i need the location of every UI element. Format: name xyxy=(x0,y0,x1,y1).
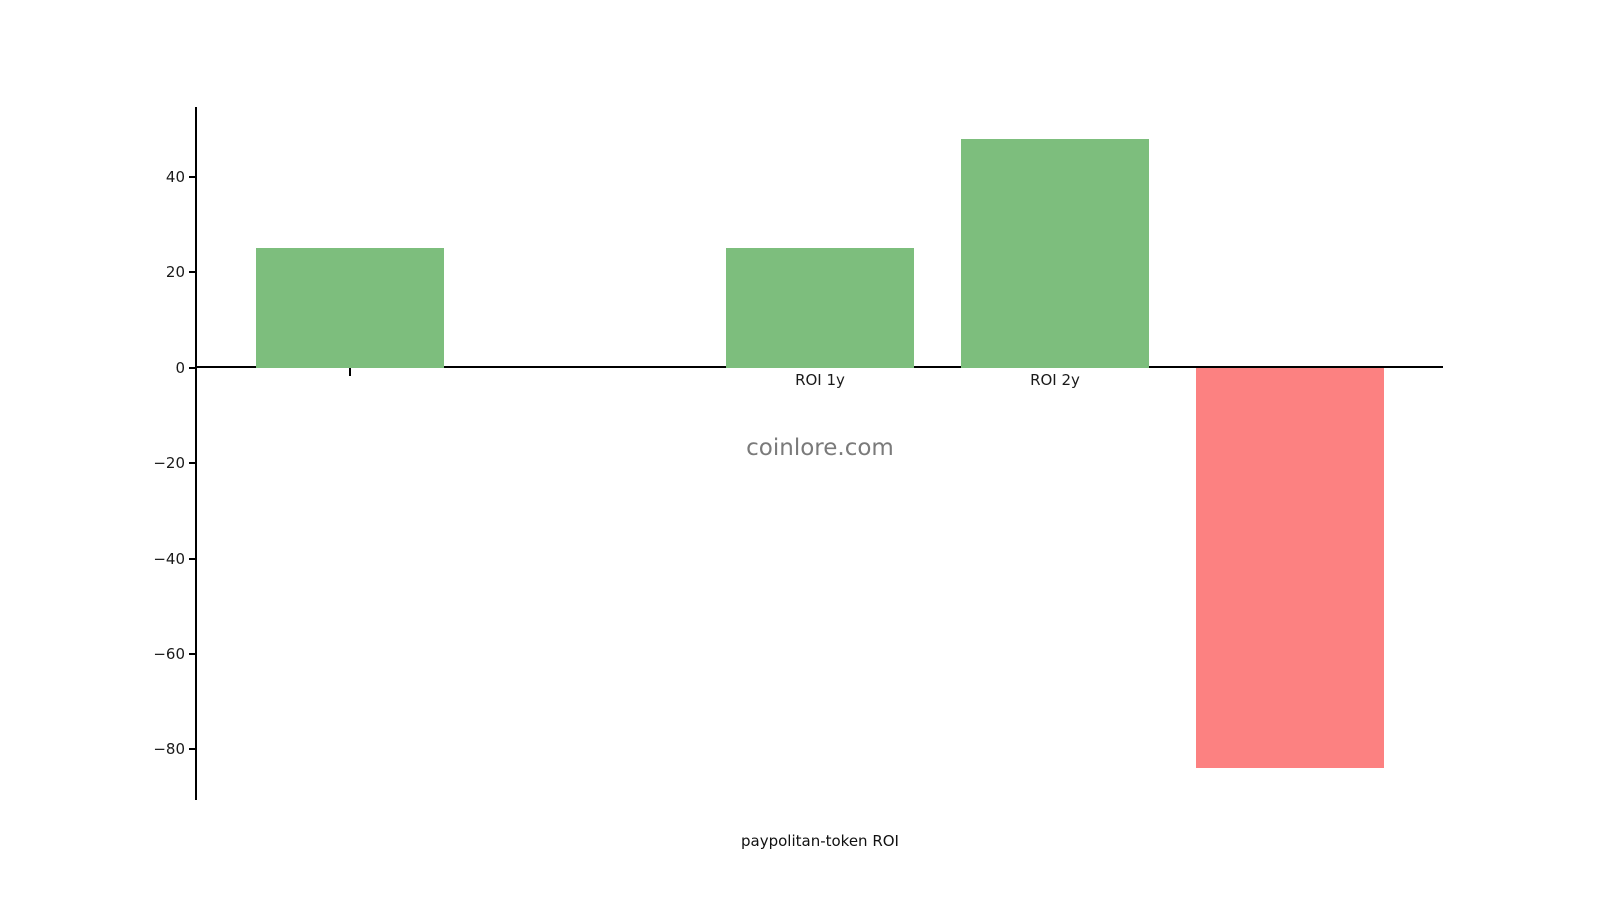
y-axis-line xyxy=(195,107,197,800)
y-tick-mark xyxy=(189,271,196,274)
chart-title: paypolitan-token ROI xyxy=(741,832,899,850)
y-tick-label: −20 xyxy=(153,454,185,472)
y-tick-label: −40 xyxy=(153,549,185,568)
bar-roi-1y xyxy=(726,248,914,368)
y-tick-label: 40 xyxy=(165,167,185,186)
y-tick-label: 20 xyxy=(165,263,185,282)
x-tick-label-roi-2y: ROI 2y xyxy=(1030,370,1080,389)
y-tick-mark xyxy=(189,653,196,655)
x-tick-mark xyxy=(349,367,351,376)
bar-slot-0 xyxy=(256,248,444,368)
y-tick-mark xyxy=(189,366,196,369)
y-tick-label: 0 xyxy=(175,358,185,377)
y-tick-label: −80 xyxy=(153,740,185,759)
y-tick-mark xyxy=(189,748,196,751)
x-tick-label-roi-1y: ROI 1y xyxy=(795,370,845,389)
bar-roi-2y xyxy=(961,138,1149,368)
watermark-text: coinlore.com xyxy=(746,435,894,461)
y-tick-label: −60 xyxy=(153,645,185,663)
y-tick-mark xyxy=(189,462,196,464)
bar-slot-4 xyxy=(1196,367,1384,769)
y-tick-mark xyxy=(189,557,196,560)
y-tick-mark xyxy=(189,175,196,178)
